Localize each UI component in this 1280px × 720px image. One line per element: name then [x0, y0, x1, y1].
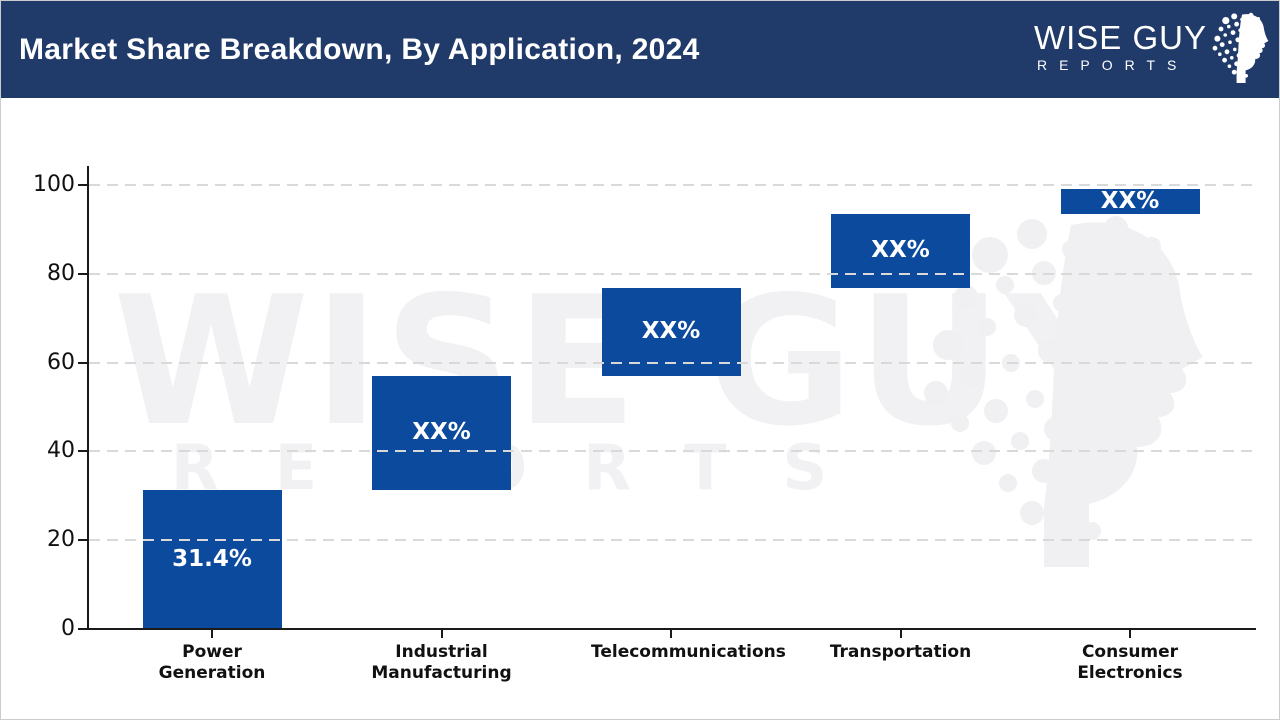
x-axis-category-label: Telecommunications [591, 642, 786, 662]
x-axis-tick [440, 630, 443, 638]
y-axis-tick [78, 539, 87, 542]
logo-text: WISE GUY REPORTS [1033, 18, 1207, 74]
x-axis-category-label: Power Generation [158, 642, 266, 684]
y-axis-tick [78, 184, 87, 186]
bar-transportation: XX% [831, 213, 970, 288]
gridline [89, 450, 1254, 453]
y-axis-tick [78, 272, 87, 275]
bar-value-label: XX% [1100, 188, 1160, 215]
logo-head-icon [1212, 12, 1269, 84]
y-axis-tick-label: 60 [47, 349, 75, 375]
gridline [89, 539, 1254, 542]
x-axis-tick [899, 630, 902, 638]
bar-industrial-manufacturing: XX% [372, 375, 511, 490]
bar-telecommunications: XX% [601, 288, 741, 376]
gridline [89, 184, 1254, 186]
x-axis-tick [1129, 630, 1131, 638]
y-axis-tick-label: 0 [61, 616, 75, 641]
page-title: Market Share Breakdown, By Application, … [19, 32, 700, 66]
bar-value-label: 31.4% [172, 545, 252, 572]
bar-value-label: XX% [871, 237, 930, 264]
y-axis-tick-label: 80 [47, 260, 75, 286]
bar-power-generation: 31.4% [142, 489, 282, 629]
x-axis-category-label: Consumer Electronics [1077, 642, 1183, 684]
y-axis-tick-label: 100 [33, 172, 75, 197]
y-axis-line [87, 166, 89, 630]
y-axis-tick-label: 40 [47, 438, 75, 464]
header: Market Share Breakdown, By Application, … [1, 1, 1279, 98]
logo-wordmark: WISE GUY [1033, 18, 1207, 56]
x-axis-tick [211, 630, 213, 638]
gridline [89, 361, 1254, 364]
gridline [89, 272, 1254, 275]
x-axis-tick [670, 630, 672, 638]
logo-subtext: REPORTS [1036, 57, 1189, 74]
bar-value-label: XX% [412, 419, 471, 446]
x-axis-category-label: Transportation [829, 642, 972, 662]
y-axis-tick-label: 20 [47, 527, 75, 553]
x-axis-category-label: Industrial Manufacturing [371, 642, 512, 684]
y-axis-tick [78, 450, 87, 453]
y-axis-tick [78, 628, 87, 630]
bar-value-label: XX% [641, 318, 701, 345]
brand-logo: WISE GUY REPORTS [1034, 10, 1269, 84]
bar-consumer-electronics: XX% [1060, 188, 1200, 215]
x-axis-line [87, 628, 1256, 630]
y-axis-tick [78, 361, 87, 364]
